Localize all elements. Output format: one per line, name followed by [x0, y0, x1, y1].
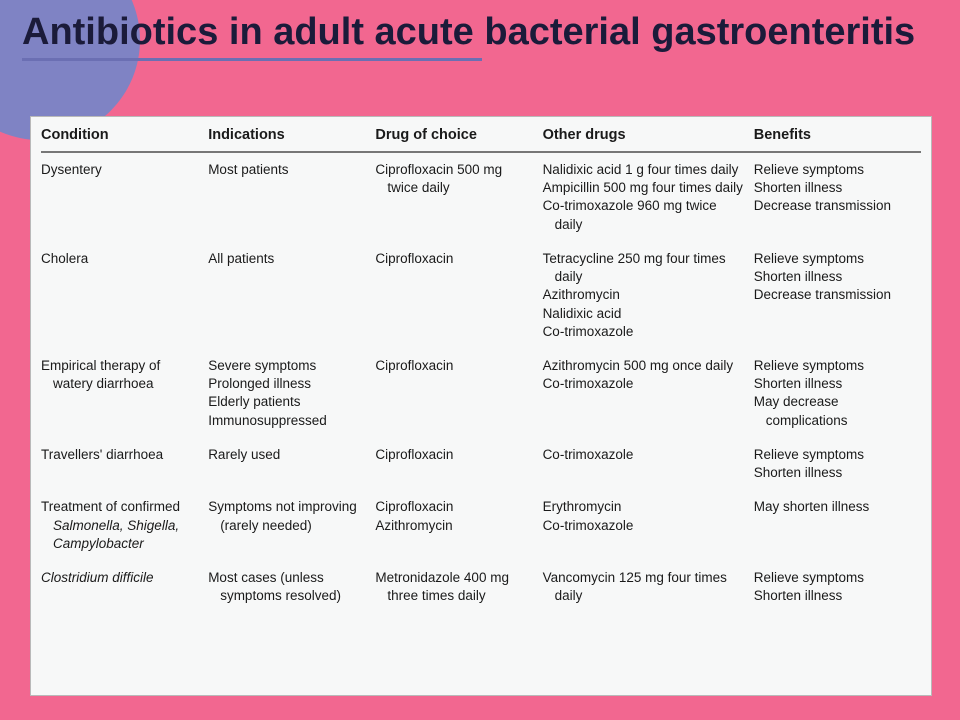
cell-other-drugs: Nalidixic acid 1 g four times dailyAmpic…	[543, 152, 754, 242]
cell-drug-choice-line: Ciprofloxacin	[375, 357, 534, 375]
col-benefits: Benefits	[754, 123, 921, 152]
table-row: Clostridium difficile Most cases (unless …	[41, 561, 921, 613]
organism-name: Salmonella, Shigella, Campylobacter	[53, 518, 179, 551]
cell-other-drugs-line: Tetracycline 250 mg four times daily	[543, 250, 746, 286]
antibiotics-table: Condition Indications Drug of choice Oth…	[41, 123, 921, 613]
slide-title: Antibiotics in adult acute bacterial gas…	[22, 10, 948, 54]
cell-drug-choice-line: Metronidazole 400 mg three times daily	[375, 569, 534, 605]
cell-other-drugs-line: Co-trimoxazole	[543, 323, 746, 341]
cell-indications-line: Most cases (unless symptoms resolved)	[208, 569, 367, 605]
cell-indications-line: Symptoms not improving (rarely needed)	[208, 498, 367, 534]
cell-other-drugs-line: Co-trimoxazole	[543, 517, 746, 535]
cell-indications: Symptoms not improving (rarely needed)	[208, 490, 375, 561]
col-indications: Indications	[208, 123, 375, 152]
cell-benefits-line: Shorten illness	[754, 375, 913, 393]
title-underline	[22, 58, 482, 61]
cell-benefits-line: Relieve symptoms	[754, 357, 913, 375]
table-row: Travellers' diarrhoeaRarely used Ciproflo…	[41, 438, 921, 490]
cell-indications: Most cases (unless symptoms resolved)	[208, 561, 375, 613]
cell-condition: Travellers' diarrhoea	[41, 438, 208, 490]
cell-other-drugs-line: Co-trimoxazole	[543, 375, 746, 393]
table-panel: Condition Indications Drug of choice Oth…	[30, 116, 932, 696]
cell-benefits-line: May decrease complications	[754, 393, 913, 429]
cell-indications: All patients	[208, 242, 375, 349]
cell-other-drugs-line: Nalidixic acid	[543, 305, 746, 323]
cell-drug-choice-line: Ciprofloxacin	[375, 446, 534, 464]
cell-benefits: Relieve symptomsShorten illnessDecrease …	[754, 152, 921, 242]
cell-other-drugs: Vancomycin 125 mg four times daily	[543, 561, 754, 613]
cell-other-drugs-line: Co-trimoxazole	[543, 446, 746, 464]
cell-benefits-line: Relieve symptoms	[754, 250, 913, 268]
cell-other-drugs-line: Ampicillin 500 mg four times daily	[543, 179, 746, 197]
col-other-drugs: Other drugs	[543, 123, 754, 152]
cell-benefits-line: Relieve symptoms	[754, 569, 913, 587]
cell-indications-line: All patients	[208, 250, 367, 268]
cell-other-drugs-line: Azithromycin 500 mg once daily	[543, 357, 746, 375]
table-row: DysenteryMost patients Ciprofloxacin 500 …	[41, 152, 921, 242]
cell-condition: Cholera	[41, 242, 208, 349]
cell-drug-choice: Ciprofloxacin	[375, 438, 542, 490]
cell-condition: Dysentery	[41, 152, 208, 242]
table-row: CholeraAll patients Ciprofloxacin Tetracyc…	[41, 242, 921, 349]
cell-drug-choice: Metronidazole 400 mg three times daily	[375, 561, 542, 613]
cell-benefits-line: Shorten illness	[754, 587, 913, 605]
cell-benefits: Relieve symptomsShorten illnessMay decre…	[754, 349, 921, 438]
cell-benefits: May shorten illness	[754, 490, 921, 561]
cell-benefits: Relieve symptomsShorten illnessDecrease …	[754, 242, 921, 349]
cell-condition: Clostridium difficile	[41, 561, 208, 613]
cell-other-drugs: Azithromycin 500 mg once dailyCo-trimoxa…	[543, 349, 754, 438]
cell-drug-choice: Ciprofloxacin	[375, 349, 542, 438]
cell-indications-line: Most patients	[208, 161, 367, 179]
cell-condition: Treatment of confirmed Salmonella, Shige…	[41, 490, 208, 561]
cell-benefits: Relieve symptomsShorten illness	[754, 561, 921, 613]
title-band: Antibiotics in adult acute bacterial gas…	[0, 0, 960, 67]
cell-benefits-line: Shorten illness	[754, 179, 913, 197]
cell-indications: Severe symptomsProlonged illnessElderly …	[208, 349, 375, 438]
cell-benefits-line: Shorten illness	[754, 464, 913, 482]
cell-indications-line: Elderly patients	[208, 393, 367, 411]
cell-drug-choice: Ciprofloxacin 500 mg twice daily	[375, 152, 542, 242]
table-body: DysenteryMost patients Ciprofloxacin 500 …	[41, 152, 921, 613]
cell-other-drugs-line: Vancomycin 125 mg four times daily	[543, 569, 746, 605]
cell-drug-choice-line: Ciprofloxacin	[375, 498, 534, 516]
cell-drug-choice-line: Ciprofloxacin 500 mg twice daily	[375, 161, 534, 197]
table-row: Empirical therapy of watery diarrhoeaSev…	[41, 349, 921, 438]
cell-indications-line: Rarely used	[208, 446, 367, 464]
cell-other-drugs-line: Erythromycin	[543, 498, 746, 516]
cell-indications: Rarely used	[208, 438, 375, 490]
cell-other-drugs: ErythromycinCo-trimoxazole	[543, 490, 754, 561]
cell-benefits-line: Decrease transmission	[754, 197, 913, 215]
cell-other-drugs: Co-trimoxazole	[543, 438, 754, 490]
organism-name: Clostridium difficile	[41, 570, 154, 585]
cell-benefits-line: Shorten illness	[754, 268, 913, 286]
cell-benefits-line: Relieve symptoms	[754, 446, 913, 464]
cell-other-drugs-line: Co-trimoxazole 960 mg twice daily	[543, 197, 746, 233]
cell-indications: Most patients	[208, 152, 375, 242]
cell-other-drugs-line: Nalidixic acid 1 g four times daily	[543, 161, 746, 179]
cell-other-drugs: Tetracycline 250 mg four times dailyAzit…	[543, 242, 754, 349]
header-row: Condition Indications Drug of choice Oth…	[41, 123, 921, 152]
col-condition: Condition	[41, 123, 208, 152]
cell-benefits-line: May shorten illness	[754, 498, 913, 516]
cell-indications-line: Immunosuppressed	[208, 412, 367, 430]
table-head: Condition Indications Drug of choice Oth…	[41, 123, 921, 152]
cell-benefits-line: Decrease transmission	[754, 286, 913, 304]
cell-condition: Empirical therapy of watery diarrhoea	[41, 349, 208, 438]
cell-drug-choice: CiprofloxacinAzithromycin	[375, 490, 542, 561]
cell-indications-line: Prolonged illness	[208, 375, 367, 393]
slide: Antibiotics in adult acute bacterial gas…	[0, 0, 960, 720]
cell-drug-choice: Ciprofloxacin	[375, 242, 542, 349]
col-drug-choice: Drug of choice	[375, 123, 542, 152]
cell-drug-choice-line: Azithromycin	[375, 517, 534, 535]
cell-benefits: Relieve symptomsShorten illness	[754, 438, 921, 490]
cell-indications-line: Severe symptoms	[208, 357, 367, 375]
table-row: Treatment of confirmed Salmonella, Shige…	[41, 490, 921, 561]
cell-other-drugs-line: Azithromycin	[543, 286, 746, 304]
cell-benefits-line: Relieve symptoms	[754, 161, 913, 179]
cell-drug-choice-line: Ciprofloxacin	[375, 250, 534, 268]
